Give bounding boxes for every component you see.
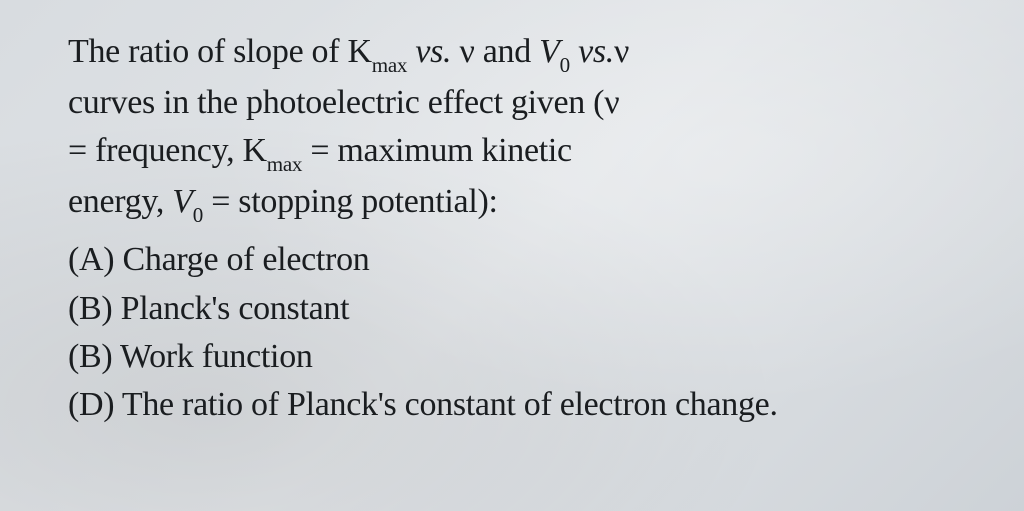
option-a: (A) Charge of electron xyxy=(68,236,982,284)
text-fragment xyxy=(570,33,578,70)
text-fragment-italic: V xyxy=(539,33,559,70)
subscript: 0 xyxy=(560,53,570,77)
subscript: 0 xyxy=(193,203,203,227)
question-stem: The ratio of slope of Kmax vs. ν and V0 … xyxy=(68,28,982,228)
option-c: (B) Work function xyxy=(68,333,982,381)
text-fragment-italic: vs. xyxy=(578,33,614,70)
question-line1: The ratio of slope of Kmax vs. ν and V0 … xyxy=(68,33,629,70)
document-content: The ratio of slope of Kmax vs. ν and V0 … xyxy=(68,28,982,429)
text-fragment: The ratio of slope of K xyxy=(68,33,372,70)
option-d: (D) The ratio of Planck's constant of el… xyxy=(68,381,982,429)
text-fragment: = frequency, K xyxy=(68,132,267,169)
question-line4: energy, V0 = stopping potential): xyxy=(68,183,498,220)
text-fragment-italic: vs. xyxy=(415,33,451,70)
question-line2: curves in the photoelectric effect given… xyxy=(68,84,619,121)
text-fragment: = maximum kinetic xyxy=(302,132,572,169)
text-fragment-italic: V xyxy=(172,183,192,220)
text-fragment: ν and xyxy=(451,33,539,70)
options-list: (A) Charge of electron (B) Planck's cons… xyxy=(68,236,982,429)
text-fragment: energy, xyxy=(68,183,172,220)
question-line3: = frequency, Kmax = maximum kinetic xyxy=(68,132,572,169)
option-b: (B) Planck's constant xyxy=(68,285,982,333)
text-fragment: = stopping potential): xyxy=(203,183,498,220)
subscript: max xyxy=(372,53,407,77)
text-fragment: ν xyxy=(614,33,629,70)
subscript: max xyxy=(267,152,302,176)
